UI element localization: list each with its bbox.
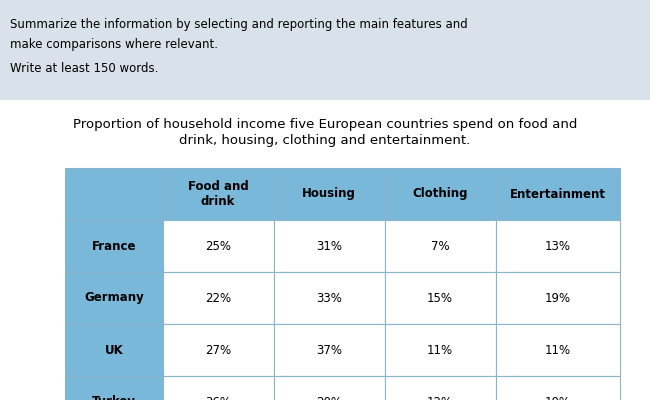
Text: Write at least 150 words.: Write at least 150 words. (10, 62, 159, 75)
FancyBboxPatch shape (0, 0, 650, 100)
FancyBboxPatch shape (385, 324, 495, 376)
FancyBboxPatch shape (495, 220, 620, 272)
Text: 11%: 11% (427, 344, 453, 356)
Text: Proportion of household income five European countries spend on food and: Proportion of household income five Euro… (73, 118, 577, 131)
Text: 25%: 25% (205, 240, 231, 252)
FancyBboxPatch shape (274, 376, 385, 400)
FancyBboxPatch shape (385, 168, 495, 220)
FancyBboxPatch shape (385, 220, 495, 272)
Text: 36%: 36% (205, 396, 231, 400)
Text: 31%: 31% (316, 240, 342, 252)
FancyBboxPatch shape (274, 272, 385, 324)
Text: 27%: 27% (205, 344, 231, 356)
FancyBboxPatch shape (495, 272, 620, 324)
Text: Summarize the information by selecting and reporting the main features and: Summarize the information by selecting a… (10, 18, 468, 31)
FancyBboxPatch shape (65, 168, 162, 220)
Text: Housing: Housing (302, 188, 356, 200)
Text: 10%: 10% (545, 396, 571, 400)
Text: 22%: 22% (205, 292, 231, 304)
FancyBboxPatch shape (162, 168, 274, 220)
FancyBboxPatch shape (274, 324, 385, 376)
FancyBboxPatch shape (495, 168, 620, 220)
FancyBboxPatch shape (65, 272, 162, 324)
FancyBboxPatch shape (162, 324, 274, 376)
FancyBboxPatch shape (274, 220, 385, 272)
Text: make comparisons where relevant.: make comparisons where relevant. (10, 38, 218, 51)
Text: Germany: Germany (84, 292, 144, 304)
FancyBboxPatch shape (65, 220, 162, 272)
Text: 20%: 20% (316, 396, 342, 400)
Text: Clothing: Clothing (412, 188, 468, 200)
FancyBboxPatch shape (495, 324, 620, 376)
FancyBboxPatch shape (274, 168, 385, 220)
Text: 7%: 7% (431, 240, 449, 252)
Text: 12%: 12% (427, 396, 453, 400)
Text: 11%: 11% (545, 344, 571, 356)
Text: 19%: 19% (545, 292, 571, 304)
Text: 37%: 37% (316, 344, 342, 356)
FancyBboxPatch shape (65, 324, 162, 376)
FancyBboxPatch shape (495, 376, 620, 400)
Text: UK: UK (105, 344, 123, 356)
Text: drink, housing, clothing and entertainment.: drink, housing, clothing and entertainme… (179, 134, 471, 147)
Text: Entertainment: Entertainment (510, 188, 606, 200)
Text: France: France (92, 240, 136, 252)
FancyBboxPatch shape (385, 272, 495, 324)
Text: 33%: 33% (316, 292, 342, 304)
FancyBboxPatch shape (65, 376, 162, 400)
FancyBboxPatch shape (162, 376, 274, 400)
FancyBboxPatch shape (162, 272, 274, 324)
Text: Turkey: Turkey (92, 396, 136, 400)
Text: 13%: 13% (545, 240, 571, 252)
FancyBboxPatch shape (162, 220, 274, 272)
Text: 15%: 15% (427, 292, 453, 304)
Text: Food and
drink: Food and drink (188, 180, 248, 208)
FancyBboxPatch shape (385, 376, 495, 400)
